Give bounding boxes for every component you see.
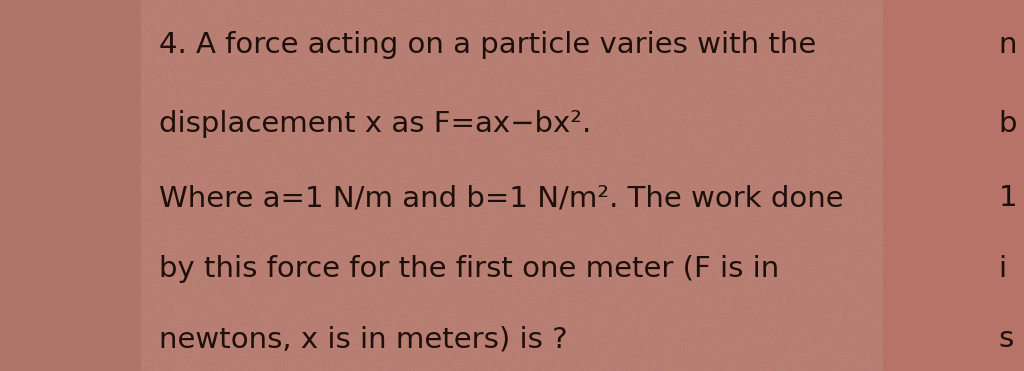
Text: 4. A force acting on a particle varies with the: 4. A force acting on a particle varies w… [159,30,816,59]
Text: newtons, x is in meters) is ?: newtons, x is in meters) is ? [159,325,567,354]
Text: 1: 1 [998,184,1017,213]
Text: s: s [998,325,1014,354]
Text: b: b [998,110,1017,138]
Bar [883,0,1024,371]
Bar [0,0,141,371]
Text: n: n [998,30,1017,59]
Text: i: i [998,255,1007,283]
Text: Where a=1 N/m and b=1 N/m². The work done: Where a=1 N/m and b=1 N/m². The work don… [159,184,844,213]
Text: displacement x as F=ax−bx².: displacement x as F=ax−bx². [159,110,591,138]
Text: by this force for the first one meter (F is in: by this force for the first one meter (F… [159,255,779,283]
